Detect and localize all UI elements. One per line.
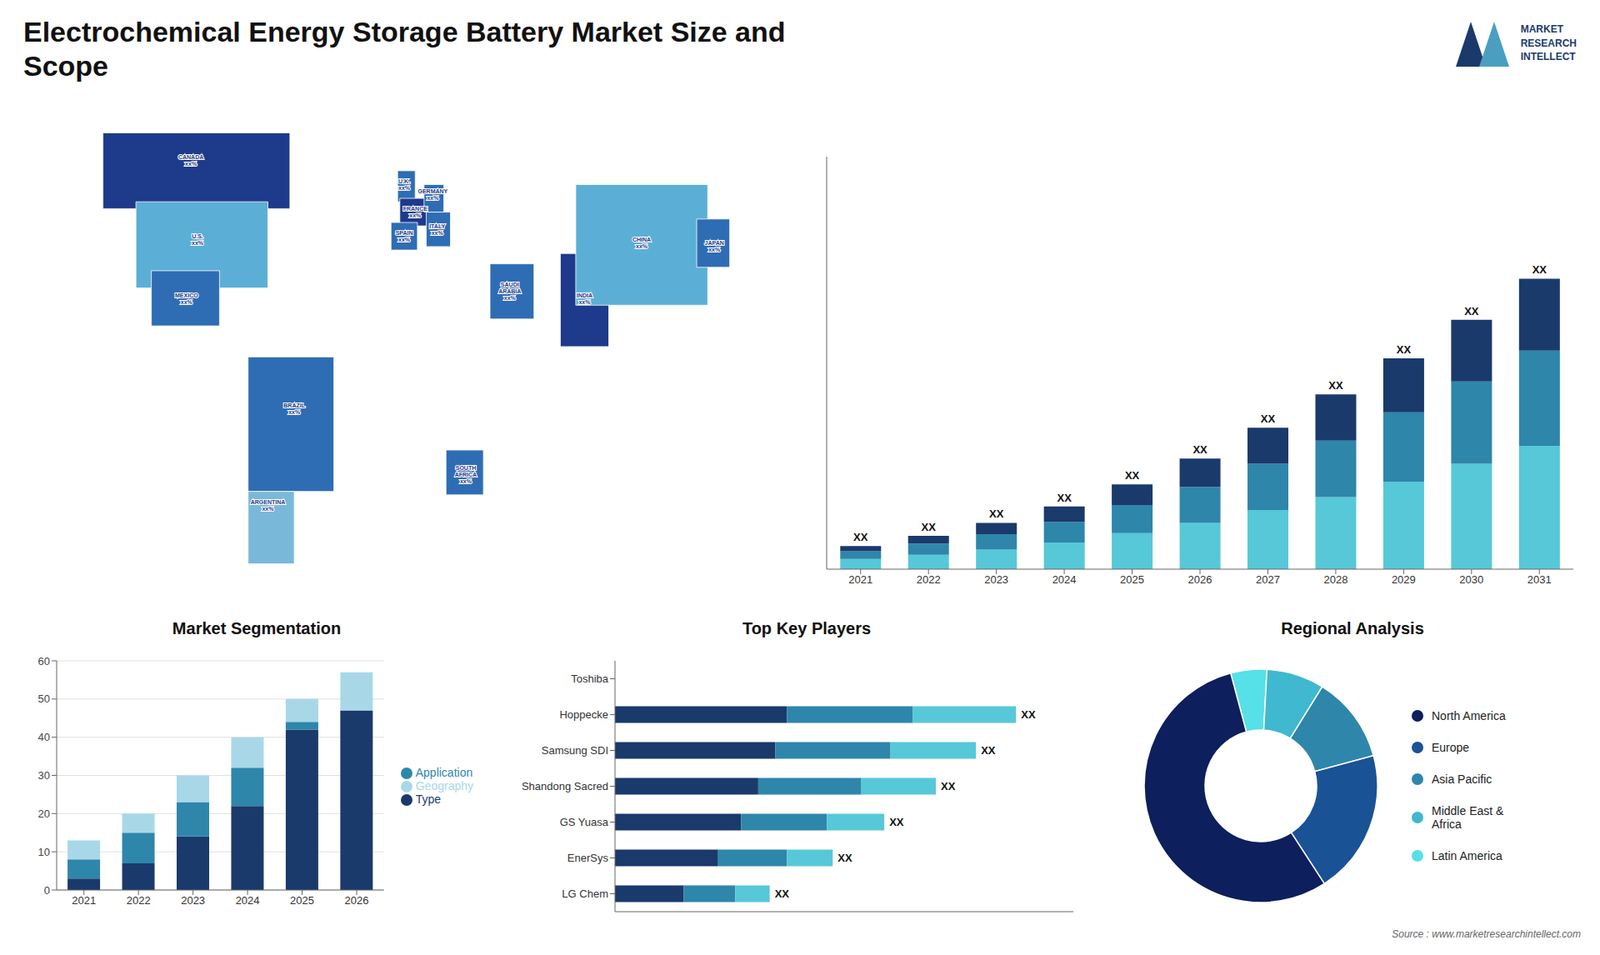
svg-text:XX: XX <box>889 815 905 829</box>
svg-text:2025: 2025 <box>1120 573 1145 586</box>
svg-text:CANADAxx%: CANADAxx% <box>178 154 204 167</box>
svg-text:XX: XX <box>1056 491 1072 505</box>
svg-text:CHINAxx%: CHINAxx% <box>632 236 651 250</box>
svg-text:2029: 2029 <box>1391 573 1416 586</box>
svg-text:INDIAxx%: INDIAxx% <box>576 292 593 305</box>
html-text:Geography: Geography <box>415 779 474 793</box>
svg-text:ARGENTINAxx%: ARGENTINAxx% <box>250 499 286 512</box>
svg-text:XX: XX <box>1020 708 1036 721</box>
svg-text:Shandong Sacred: Shandong Sacred <box>521 780 609 793</box>
svg-text:0: 0 <box>44 884 50 897</box>
svg-text:XX: XX <box>1125 469 1140 482</box>
svg-text:2025: 2025 <box>290 894 315 907</box>
svg-text:10: 10 <box>38 845 50 859</box>
svg-text:2030: 2030 <box>1459 573 1484 586</box>
svg-text:JAPANxx%: JAPANxx% <box>705 240 725 253</box>
svg-text:2023: 2023 <box>180 894 205 907</box>
html-text:North America: North America <box>1431 709 1506 723</box>
svg-text:30: 30 <box>38 769 50 782</box>
svg-text:EnerSys: EnerSys <box>567 851 610 865</box>
svg-text:MEXICOxx%: MEXICOxx% <box>175 292 199 305</box>
svg-text:XX: XX <box>1328 379 1344 392</box>
html-text:INTELLECT: INTELLECT <box>1520 51 1576 63</box>
svg-text:XX: XX <box>940 780 956 793</box>
html-text:Type: Type <box>415 792 441 806</box>
svg-text:XX: XX <box>1192 443 1208 456</box>
svg-text:60: 60 <box>38 655 50 668</box>
svg-text:Hoppecke: Hoppecke <box>559 708 609 721</box>
svg-text:2021: 2021 <box>848 573 873 586</box>
html-text:Top Key Players: Top Key Players <box>742 619 871 638</box>
svg-text:XX: XX <box>921 520 937 534</box>
svg-text:XX: XX <box>980 744 996 757</box>
svg-text:XX: XX <box>1396 343 1412 356</box>
svg-text:GERMANYxx%: GERMANYxx% <box>417 188 448 201</box>
svg-text:XX: XX <box>837 851 853 865</box>
svg-text:2021: 2021 <box>71 894 96 907</box>
svg-text:2022: 2022 <box>916 573 941 586</box>
html-text:Application: Application <box>415 765 473 779</box>
svg-text:GS Yuasa: GS Yuasa <box>560 815 610 829</box>
svg-text:2027: 2027 <box>1255 573 1280 586</box>
svg-text:ITALYxx%: ITALYxx% <box>429 223 445 236</box>
svg-text:2031: 2031 <box>1527 573 1552 586</box>
svg-text:20: 20 <box>38 807 50 820</box>
svg-text:2024: 2024 <box>1052 573 1077 586</box>
svg-text:XX: XX <box>853 530 869 544</box>
svg-text:2024: 2024 <box>235 894 260 907</box>
svg-text:40: 40 <box>38 730 50 744</box>
svg-text:XX: XX <box>1532 263 1548 276</box>
svg-text:2026: 2026 <box>345 894 370 907</box>
svg-text:2022: 2022 <box>126 894 151 907</box>
svg-text:SOUTHAFRICAxx%: SOUTHAFRICAxx% <box>455 465 477 485</box>
svg-text:Samsung SDI: Samsung SDI <box>541 744 609 757</box>
svg-text:FRANCExx%: FRANCExx% <box>403 205 428 219</box>
svg-text:Toshiba: Toshiba <box>570 672 610 685</box>
svg-text:XX: XX <box>775 887 790 900</box>
svg-text:2026: 2026 <box>1188 573 1213 586</box>
html-text:Electrochemical Energy Storage: Electrochemical Energy Storage Battery M… <box>23 15 786 82</box>
svg-text:U.S.xx%: U.S.xx% <box>191 233 205 246</box>
svg-text:XX: XX <box>989 507 1005 520</box>
html-text:Middle East & Africa: Middle East & Africa <box>1431 804 1504 831</box>
svg-text:2028: 2028 <box>1323 573 1348 586</box>
svg-text:BRAZILxx%: BRAZILxx% <box>283 402 305 415</box>
html-text:RESEARCH: RESEARCH <box>1520 37 1577 49</box>
html-text:Regional Analysis: Regional Analysis <box>1281 619 1424 638</box>
svg-text:SPAINxx%: SPAINxx% <box>395 230 414 243</box>
html-text:MARKET: MARKET <box>1520 23 1564 35</box>
svg-text:U.K.xx%: U.K.xx% <box>398 178 411 191</box>
html-text:Market Segmentation: Market Segmentation <box>172 619 341 638</box>
html-text:Europe: Europe <box>1431 740 1470 755</box>
svg-text:LG Chem: LG Chem <box>561 887 609 900</box>
svg-text:XX: XX <box>1464 305 1480 318</box>
svg-text:2023: 2023 <box>984 573 1009 586</box>
html-text:Asia Pacific: Asia Pacific <box>1431 772 1492 786</box>
svg-text:50: 50 <box>38 692 50 705</box>
svg-text:XX: XX <box>1260 412 1276 425</box>
svg-text:SAUDIARABIAxx%: SAUDIARABIAxx% <box>498 281 521 301</box>
html-text:Latin America: Latin America <box>1431 849 1503 863</box>
html-text:Source : www.marketresearchint: Source : www.marketresearchintellect.com <box>1391 928 1581 940</box>
